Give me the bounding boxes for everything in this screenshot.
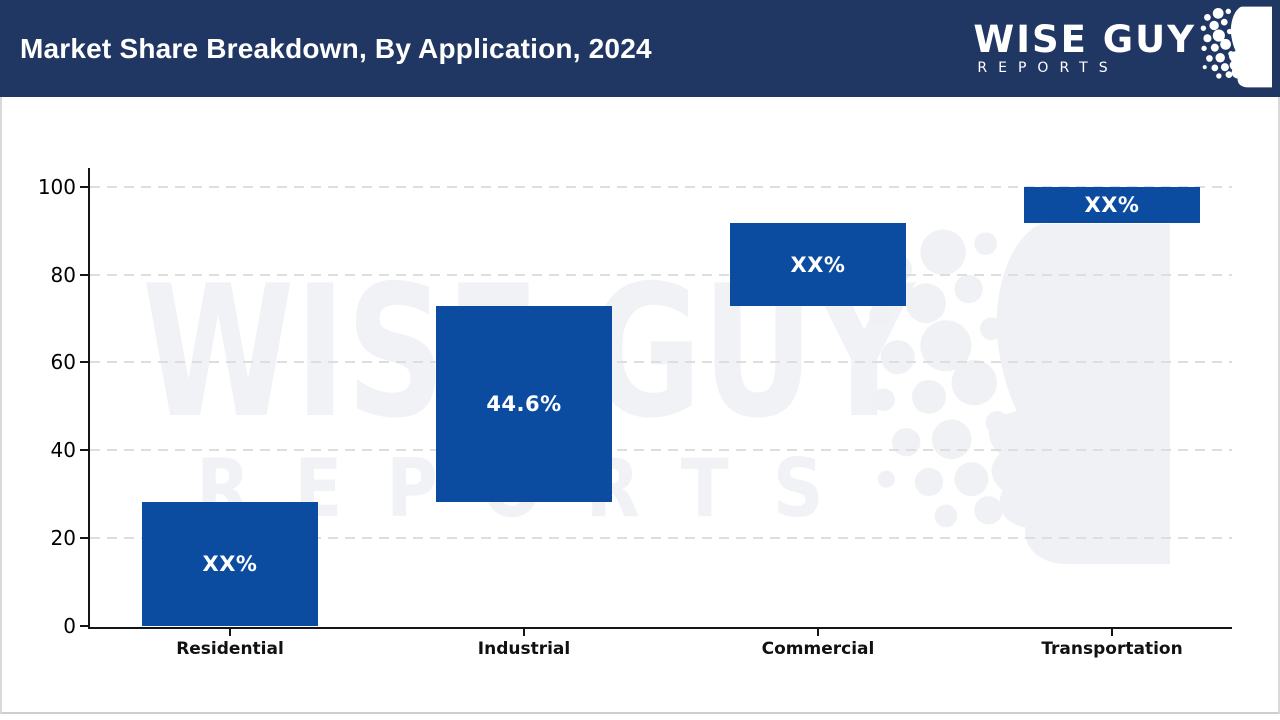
- gridline-40: [90, 449, 1232, 452]
- y-tick-0: [80, 625, 88, 627]
- y-tick-100: [80, 185, 88, 188]
- bar-value-label-residential: XX%: [202, 552, 258, 577]
- y-tick-20: [80, 537, 88, 540]
- page-title: Market Share Breakdown, By Application, …: [20, 32, 652, 64]
- brand-logo-text: WISE GUY REPORTS: [973, 18, 1196, 77]
- bar-industrial: 44.6%: [436, 306, 612, 503]
- x-tick-transportation: [1111, 629, 1113, 636]
- brand-logo: WISE GUY REPORTS: [973, 0, 1272, 97]
- x-tick-industrial: [523, 629, 525, 636]
- bar-commercial: XX%: [730, 223, 906, 307]
- bar-value-label-commercial: XX%: [790, 252, 846, 277]
- bar-residential: XX%: [142, 502, 318, 626]
- brand-name: WISE GUY: [973, 18, 1196, 61]
- y-tick-60: [80, 361, 88, 364]
- gridline-20: [90, 537, 1232, 540]
- y-tick-label-20: 20: [50, 526, 76, 551]
- y-tick-label-80: 80: [50, 262, 76, 287]
- gridline-80: [90, 273, 1232, 276]
- header-bar: Market Share Breakdown, By Application, …: [0, 0, 1280, 97]
- y-tick-80: [80, 273, 88, 276]
- gridline-60: [90, 361, 1232, 364]
- bar-transportation: XX%: [1024, 186, 1200, 224]
- brand-subtitle: REPORTS: [977, 60, 1119, 76]
- gridline-100: [90, 185, 1232, 188]
- bar-value-label-industrial: 44.6%: [486, 392, 562, 417]
- x-axis-label-commercial: Commercial: [761, 639, 875, 659]
- x-axis-label-industrial: Industrial: [477, 639, 571, 659]
- x-tick-residential: [229, 629, 231, 636]
- y-tick-label-60: 60: [50, 350, 76, 375]
- x-tick-commercial: [817, 629, 819, 636]
- y-tick-label-0: 0: [63, 614, 76, 638]
- chart-card: WISE GUY REPORTS 020406080100Residential…: [0, 97, 1280, 714]
- y-tick-label-40: 40: [50, 438, 76, 463]
- x-axis-label-residential: Residential: [176, 639, 284, 659]
- y-tick-label-100: 100: [37, 174, 76, 199]
- x-axis-line: [88, 627, 1232, 629]
- y-tick-40: [80, 449, 88, 452]
- bar-value-label-transportation: XX%: [1084, 193, 1140, 218]
- y-axis-line: [88, 168, 90, 629]
- x-axis-label-transportation: Transportation: [1041, 639, 1183, 659]
